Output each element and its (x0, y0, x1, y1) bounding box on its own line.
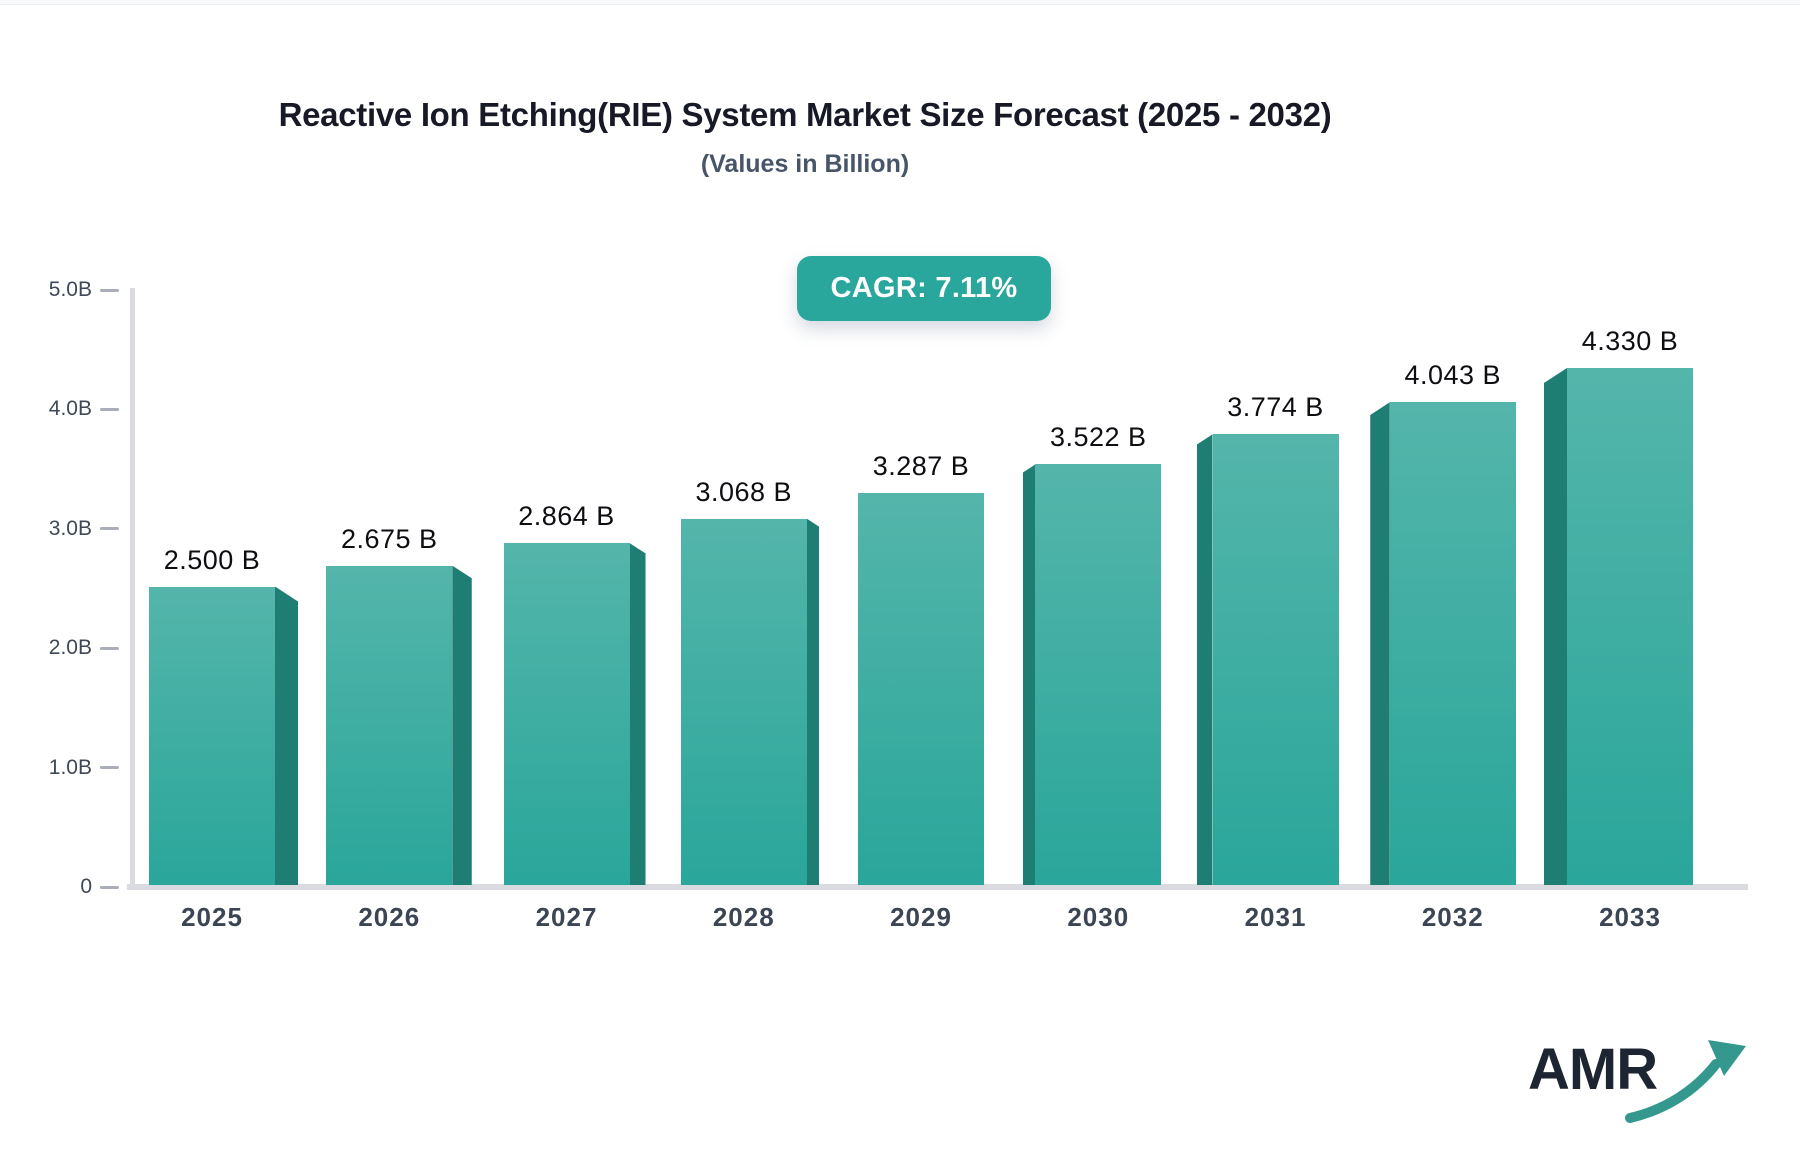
bar-side-face-2028 (806, 518, 820, 885)
y-axis-tick-label: 5.0B (48, 278, 92, 301)
bar-2029 (858, 492, 984, 885)
y-axis-tick-mark (100, 885, 119, 889)
x-axis-label-2027: 2027 (535, 902, 598, 932)
y-axis-line (130, 288, 135, 887)
y-axis-tick-mark (100, 288, 119, 292)
x-axis-label-2031: 2031 (1244, 902, 1307, 932)
bar-2027 (503, 543, 630, 885)
window-top-strip (0, 0, 1800, 5)
x-axis-label-2030: 2030 (1067, 902, 1130, 932)
bar-side-face-2027 (629, 543, 646, 885)
bar-value-label-2025: 2.500 B (163, 544, 261, 575)
x-axis-line (127, 884, 1748, 890)
bar-value-label-2029: 3.287 B (872, 450, 970, 481)
x-axis-label-2028: 2028 (712, 902, 775, 932)
bar-2030 (1035, 464, 1162, 885)
amr-logo: AMR (1528, 1036, 1748, 1126)
bar-2028 (680, 518, 807, 885)
y-axis-tick-label: 3.0B (48, 516, 92, 540)
y-axis-tick-label: 2.0B (48, 636, 92, 660)
bar-side-face-2033 (1544, 367, 1567, 885)
bar-value-label-2026: 2.675 B (340, 523, 438, 554)
y-axis-tick-label: 0 (80, 875, 92, 898)
chart-subtitle: (Values in Billion) (700, 150, 910, 178)
bar-value-label-2033: 4.330 B (1581, 325, 1679, 356)
x-axis-label-2033: 2033 (1599, 902, 1661, 932)
bar-value-label-2028: 3.068 B (695, 476, 793, 507)
x-axis-label-2032: 2032 (1421, 902, 1484, 932)
bar-side-face-2030 (1022, 464, 1036, 885)
bar-2032 (1389, 402, 1516, 885)
bar-value-label-2027: 2.864 B (518, 501, 615, 532)
bar-side-face-2026 (452, 565, 472, 885)
x-axis-label-2029: 2029 (890, 902, 952, 932)
y-axis-tick-mark (100, 646, 119, 650)
bar-value-label-2030: 3.522 B (1049, 422, 1147, 453)
y-axis-tick-label: 4.0B (48, 397, 92, 421)
growth-arrow-icon (1625, 1040, 1746, 1123)
amr-logo-text: AMR (1528, 1037, 1658, 1102)
bar-value-label-2032: 4.043 B (1404, 360, 1502, 391)
bar-side-face-2032 (1370, 402, 1390, 885)
bar-2025 (149, 586, 275, 885)
bar-side-face-2031 (1196, 434, 1213, 885)
y-axis-tick-mark (100, 766, 119, 770)
cagr-badge: CAGR: 7.11% (797, 256, 1051, 321)
bar-side-face-2025 (275, 586, 298, 885)
bar-2026 (326, 565, 453, 885)
chart-title: Reactive Ion Etching(RIE) System Market … (278, 96, 1332, 133)
x-axis-label-2025: 2025 (181, 902, 243, 932)
x-axis-label-2026: 2026 (358, 902, 421, 932)
bar-2033 (1567, 367, 1693, 885)
bar-2031 (1212, 434, 1339, 885)
cagr-badge-label: CAGR: 7.11% (830, 272, 1018, 304)
y-axis-tick-mark (100, 407, 119, 411)
y-axis-tick-label: 1.0B (48, 755, 92, 779)
bar-value-label-2031: 3.774 B (1227, 392, 1324, 423)
y-axis-tick-mark (100, 527, 119, 531)
